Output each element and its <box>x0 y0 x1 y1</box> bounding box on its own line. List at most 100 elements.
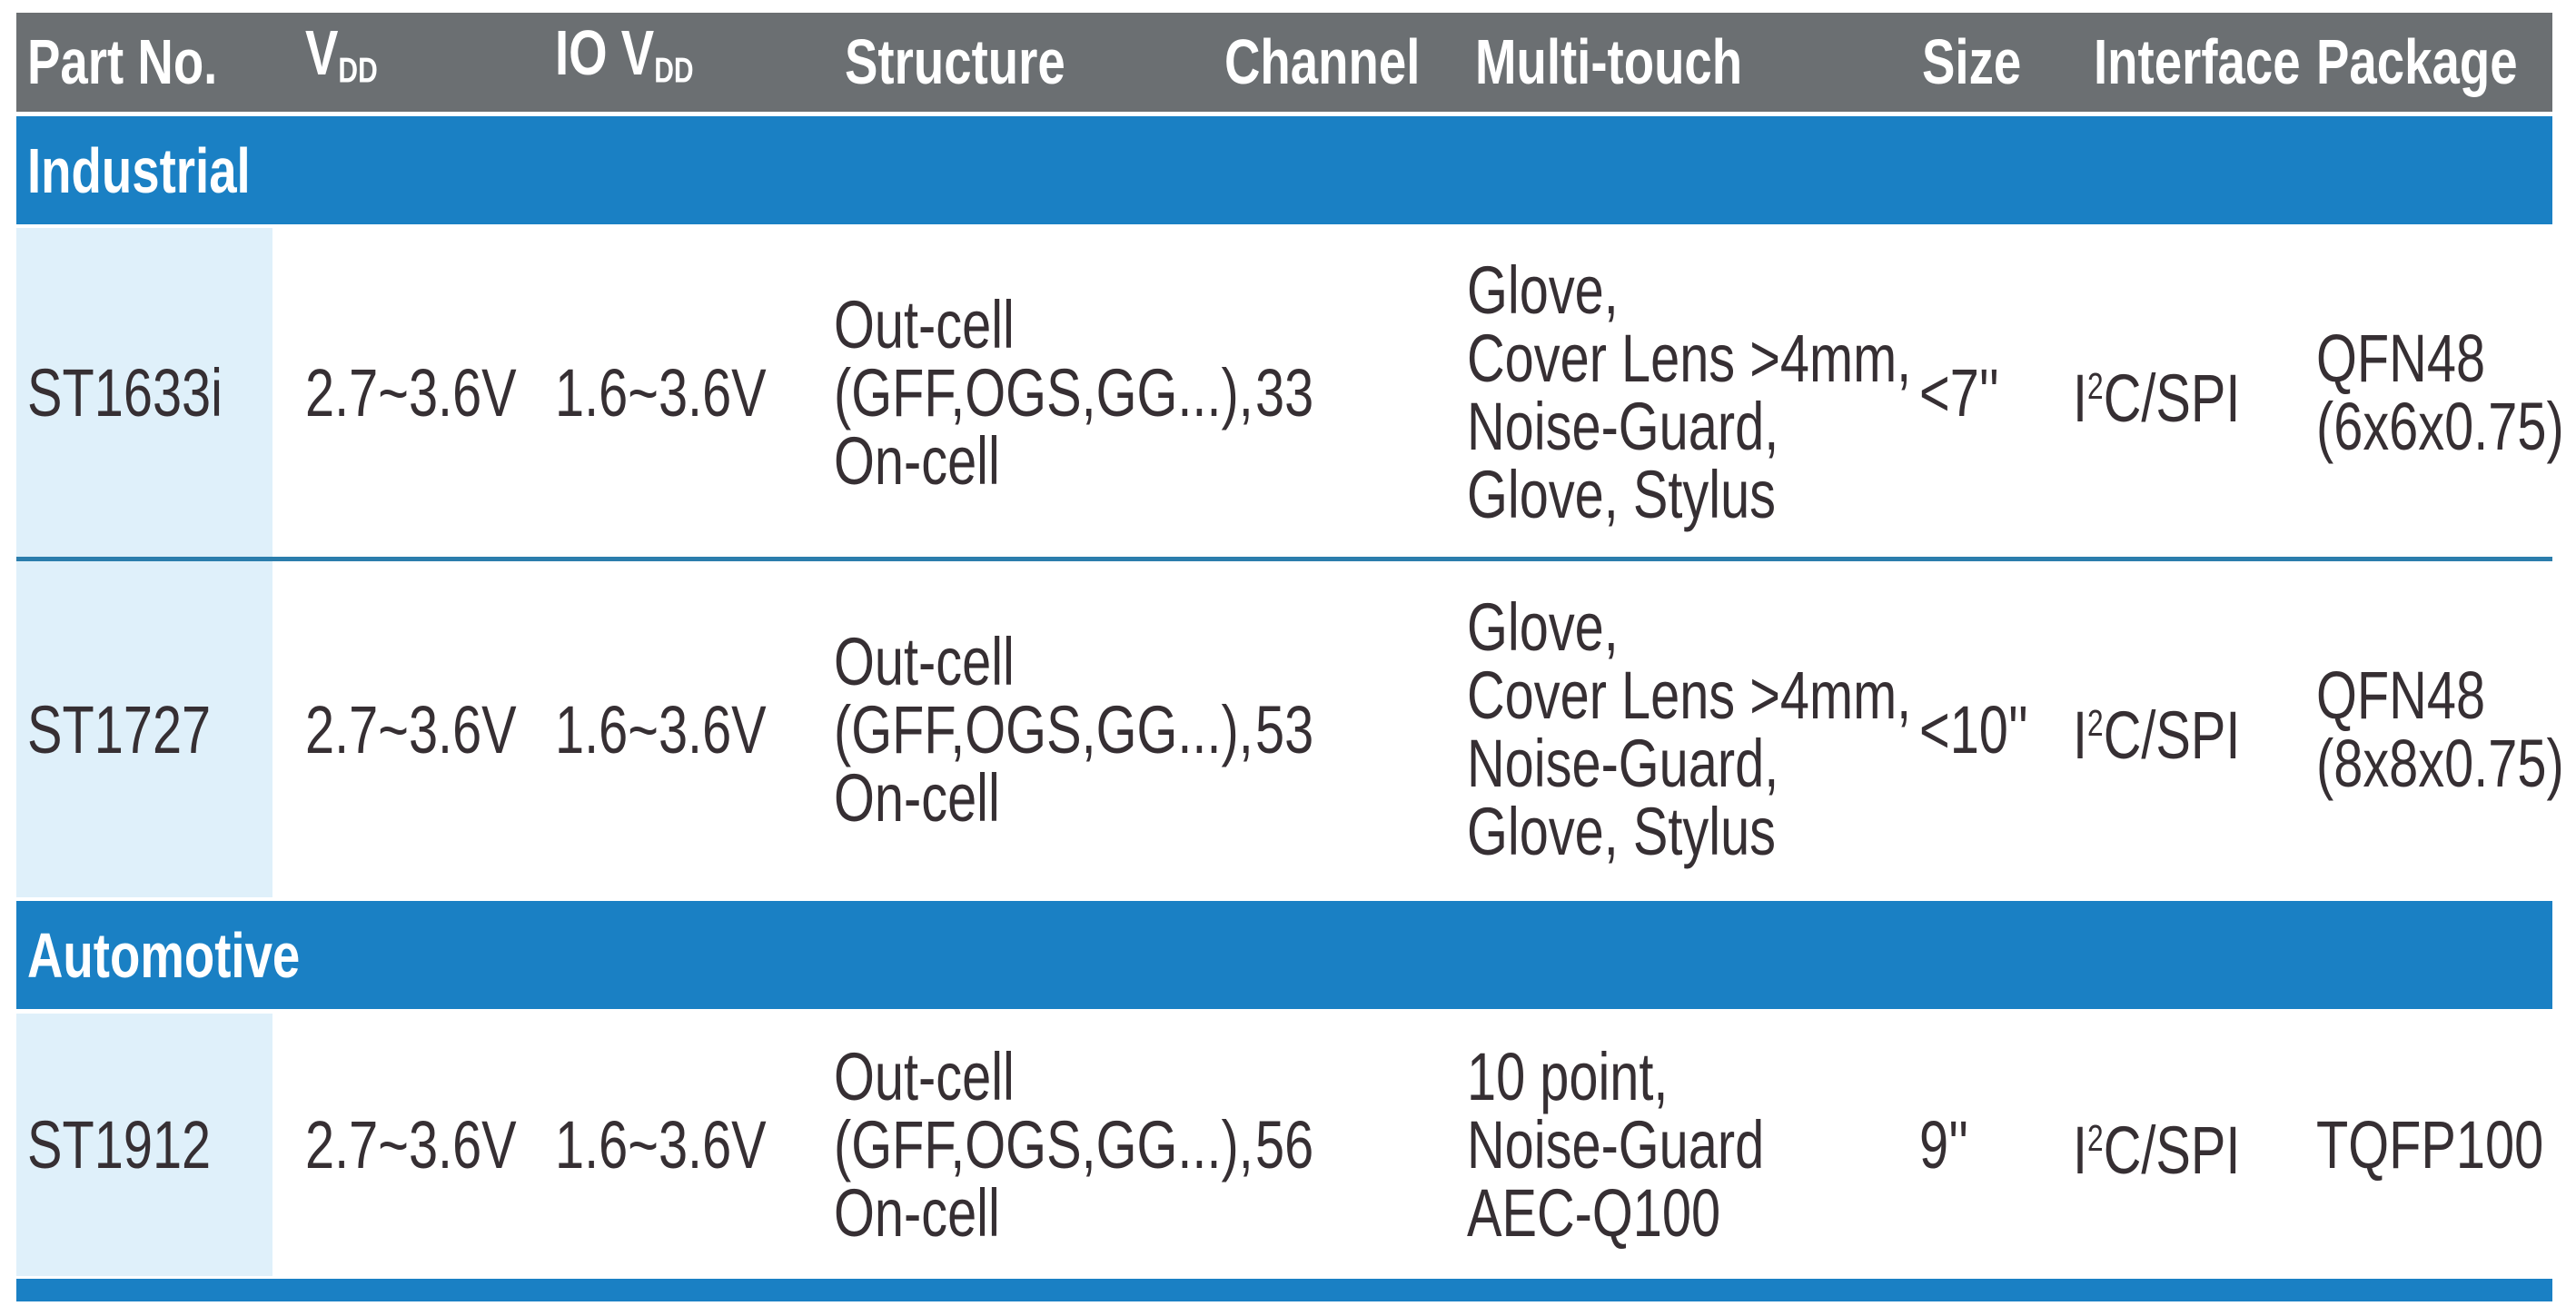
column-header-label: Size <box>1922 26 2022 97</box>
cell-io-vdd: 1.6~3.6V <box>531 561 799 897</box>
column-header-structure: Structure <box>799 13 1199 112</box>
section-header-automotive: Automotive <box>16 901 2552 1009</box>
structure-line: Out-cell <box>834 1039 1015 1114</box>
vdd-value: 2.7~3.6V <box>305 1107 517 1182</box>
io-vdd-value: 1.6~3.6V <box>555 354 767 430</box>
structure-line: (GFF,OGS,GG...), <box>834 354 1253 430</box>
vdd-base: V <box>305 17 339 89</box>
vdd-value: 2.7~3.6V <box>305 691 517 767</box>
cell-multi-touch: Glove, Cover Lens >4mm, Noise-Guard, Glo… <box>1435 228 1911 557</box>
cell-io-vdd: 1.6~3.6V <box>531 228 799 557</box>
multi-touch-line: Noise-Guard, <box>1467 389 1779 464</box>
structure-line: Out-cell <box>834 623 1015 699</box>
interface-superscript: 2 <box>2087 364 2104 407</box>
column-header-part-no: Part No. <box>16 13 272 112</box>
interface-superscript: 2 <box>2087 1117 2104 1160</box>
column-header-label: Interface <box>2094 26 2301 97</box>
multi-touch-line: Glove, <box>1467 589 1619 665</box>
cell-package: TQFP100 <box>2298 1014 2552 1276</box>
column-header-label: Part No. <box>27 26 218 97</box>
cell-interface: I2C/SPI <box>2053 228 2298 557</box>
section-title: Automotive <box>27 919 301 991</box>
column-header-io-vdd: IO VDD <box>531 13 799 112</box>
multi-touch-line: Cover Lens >4mm, <box>1467 658 1912 733</box>
cell-channel: 53 <box>1199 561 1435 897</box>
cell-multi-touch: Glove, Cover Lens >4mm, Noise-Guard, Glo… <box>1435 561 1911 897</box>
table-row-st1912: ST1912 2.7~3.6V 1.6~3.6V Out-cell (GFF,O… <box>16 1014 2552 1276</box>
channel-value: 33 <box>1255 354 1314 430</box>
structure-line: (GFF,OGS,GG...), <box>834 691 1253 767</box>
cell-package: QFN48 (6x6x0.75) <box>2298 228 2564 557</box>
multi-touch-line: AEC-Q100 <box>1467 1175 1721 1251</box>
column-header-size: Size <box>1894 13 2053 112</box>
cell-io-vdd: 1.6~3.6V <box>531 1014 799 1276</box>
table-row-st1633i: ST1633i 2.7~3.6V 1.6~3.6V Out-cell (GFF,… <box>16 228 2564 561</box>
column-header-label: Multi-touch <box>1475 26 1743 97</box>
column-header-label: Package <box>2316 26 2518 97</box>
multi-touch-line: Cover Lens >4mm, <box>1467 321 1912 396</box>
interface-rest: C/SPI <box>2103 361 2241 437</box>
multi-touch-line: Glove, Stylus <box>1467 457 1777 532</box>
package-line: (8x8x0.75) <box>2316 726 2564 801</box>
multi-touch-line: Glove, Stylus <box>1467 794 1777 869</box>
cell-vdd: 2.7~3.6V <box>272 228 531 557</box>
multi-touch-line: Noise-Guard, <box>1467 726 1779 801</box>
package-line: QFN48 <box>2316 321 2486 396</box>
cell-size: 9'' <box>1894 1014 2053 1276</box>
io-vdd-base: IO V <box>555 17 655 89</box>
part-number: ST1912 <box>27 1107 212 1182</box>
multi-touch-line: Noise-Guard <box>1467 1107 1765 1182</box>
vdd-subscript: DD <box>338 51 378 91</box>
section-header-industrial: Industrial <box>16 116 2552 224</box>
part-number: ST1633i <box>27 354 223 430</box>
column-header-multi-touch: Multi-touch <box>1435 13 1894 112</box>
structure-line: (GFF,OGS,GG...), <box>834 1107 1253 1182</box>
cell-part-no: ST1912 <box>16 1014 272 1276</box>
io-vdd-value: 1.6~3.6V <box>555 691 767 767</box>
structure-line: On-cell <box>834 422 1000 499</box>
channel-value: 53 <box>1255 691 1314 767</box>
cell-channel: 33 <box>1199 228 1435 557</box>
cell-channel: 56 <box>1199 1014 1435 1276</box>
cell-part-no: ST1633i <box>16 228 272 557</box>
interface-base: I <box>2073 698 2088 774</box>
structure-line: On-cell <box>834 1175 1000 1251</box>
cell-part-no: ST1727 <box>16 561 272 897</box>
cell-multi-touch: 10 point, Noise-Guard AEC-Q100 <box>1435 1014 1894 1276</box>
channel-value: 56 <box>1255 1107 1314 1182</box>
multi-touch-line: Glove, <box>1467 252 1619 328</box>
structure-line: On-cell <box>834 759 1000 836</box>
cell-vdd: 2.7~3.6V <box>272 1014 531 1276</box>
cell-package: QFN48 (8x8x0.75) <box>2298 561 2564 897</box>
io-vdd-value: 1.6~3.6V <box>555 1107 767 1182</box>
size-value: <10'' <box>1919 691 2028 767</box>
cell-size: <10'' <box>1894 561 2053 897</box>
package-line: QFN48 <box>2316 658 2486 733</box>
interface-rest: C/SPI <box>2103 698 2241 774</box>
cell-interface: I2C/SPI <box>2053 561 2298 897</box>
interface-base: I <box>2073 1113 2088 1189</box>
interface-superscript: 2 <box>2087 701 2104 744</box>
column-header-label: Structure <box>845 26 1065 97</box>
size-value: <7'' <box>1919 354 1999 430</box>
interface-base: I <box>2073 361 2088 437</box>
column-header-interface: Interface <box>2053 13 2301 112</box>
io-vdd-subscript: DD <box>654 51 694 91</box>
column-header-label: Channel <box>1224 26 1421 97</box>
package-line: (6x6x0.75) <box>2316 389 2564 464</box>
column-header-row: Part No. VDD IO VDD Structure Channel Mu… <box>16 13 2552 112</box>
table-row-st1727: ST1727 2.7~3.6V 1.6~3.6V Out-cell (GFF,O… <box>16 561 2564 897</box>
cell-interface: I2C/SPI <box>2053 1014 2298 1276</box>
size-value: 9'' <box>1919 1107 1969 1182</box>
product-selection-table: Part No. VDD IO VDD Structure Channel Mu… <box>16 13 2564 1301</box>
vdd-value: 2.7~3.6V <box>305 354 517 430</box>
part-number: ST1727 <box>27 691 212 767</box>
cell-size: <7'' <box>1894 228 2053 557</box>
interface-rest: C/SPI <box>2103 1113 2241 1189</box>
package-line: TQFP100 <box>2316 1107 2544 1182</box>
multi-touch-line: 10 point, <box>1467 1039 1669 1114</box>
column-header-vdd: VDD <box>272 13 531 112</box>
cell-structure: Out-cell (GFF,OGS,GG...), On-cell <box>799 561 1253 897</box>
cell-structure: Out-cell (GFF,OGS,GG...), On-cell <box>799 228 1253 557</box>
column-header-package: Package <box>2298 13 2552 112</box>
